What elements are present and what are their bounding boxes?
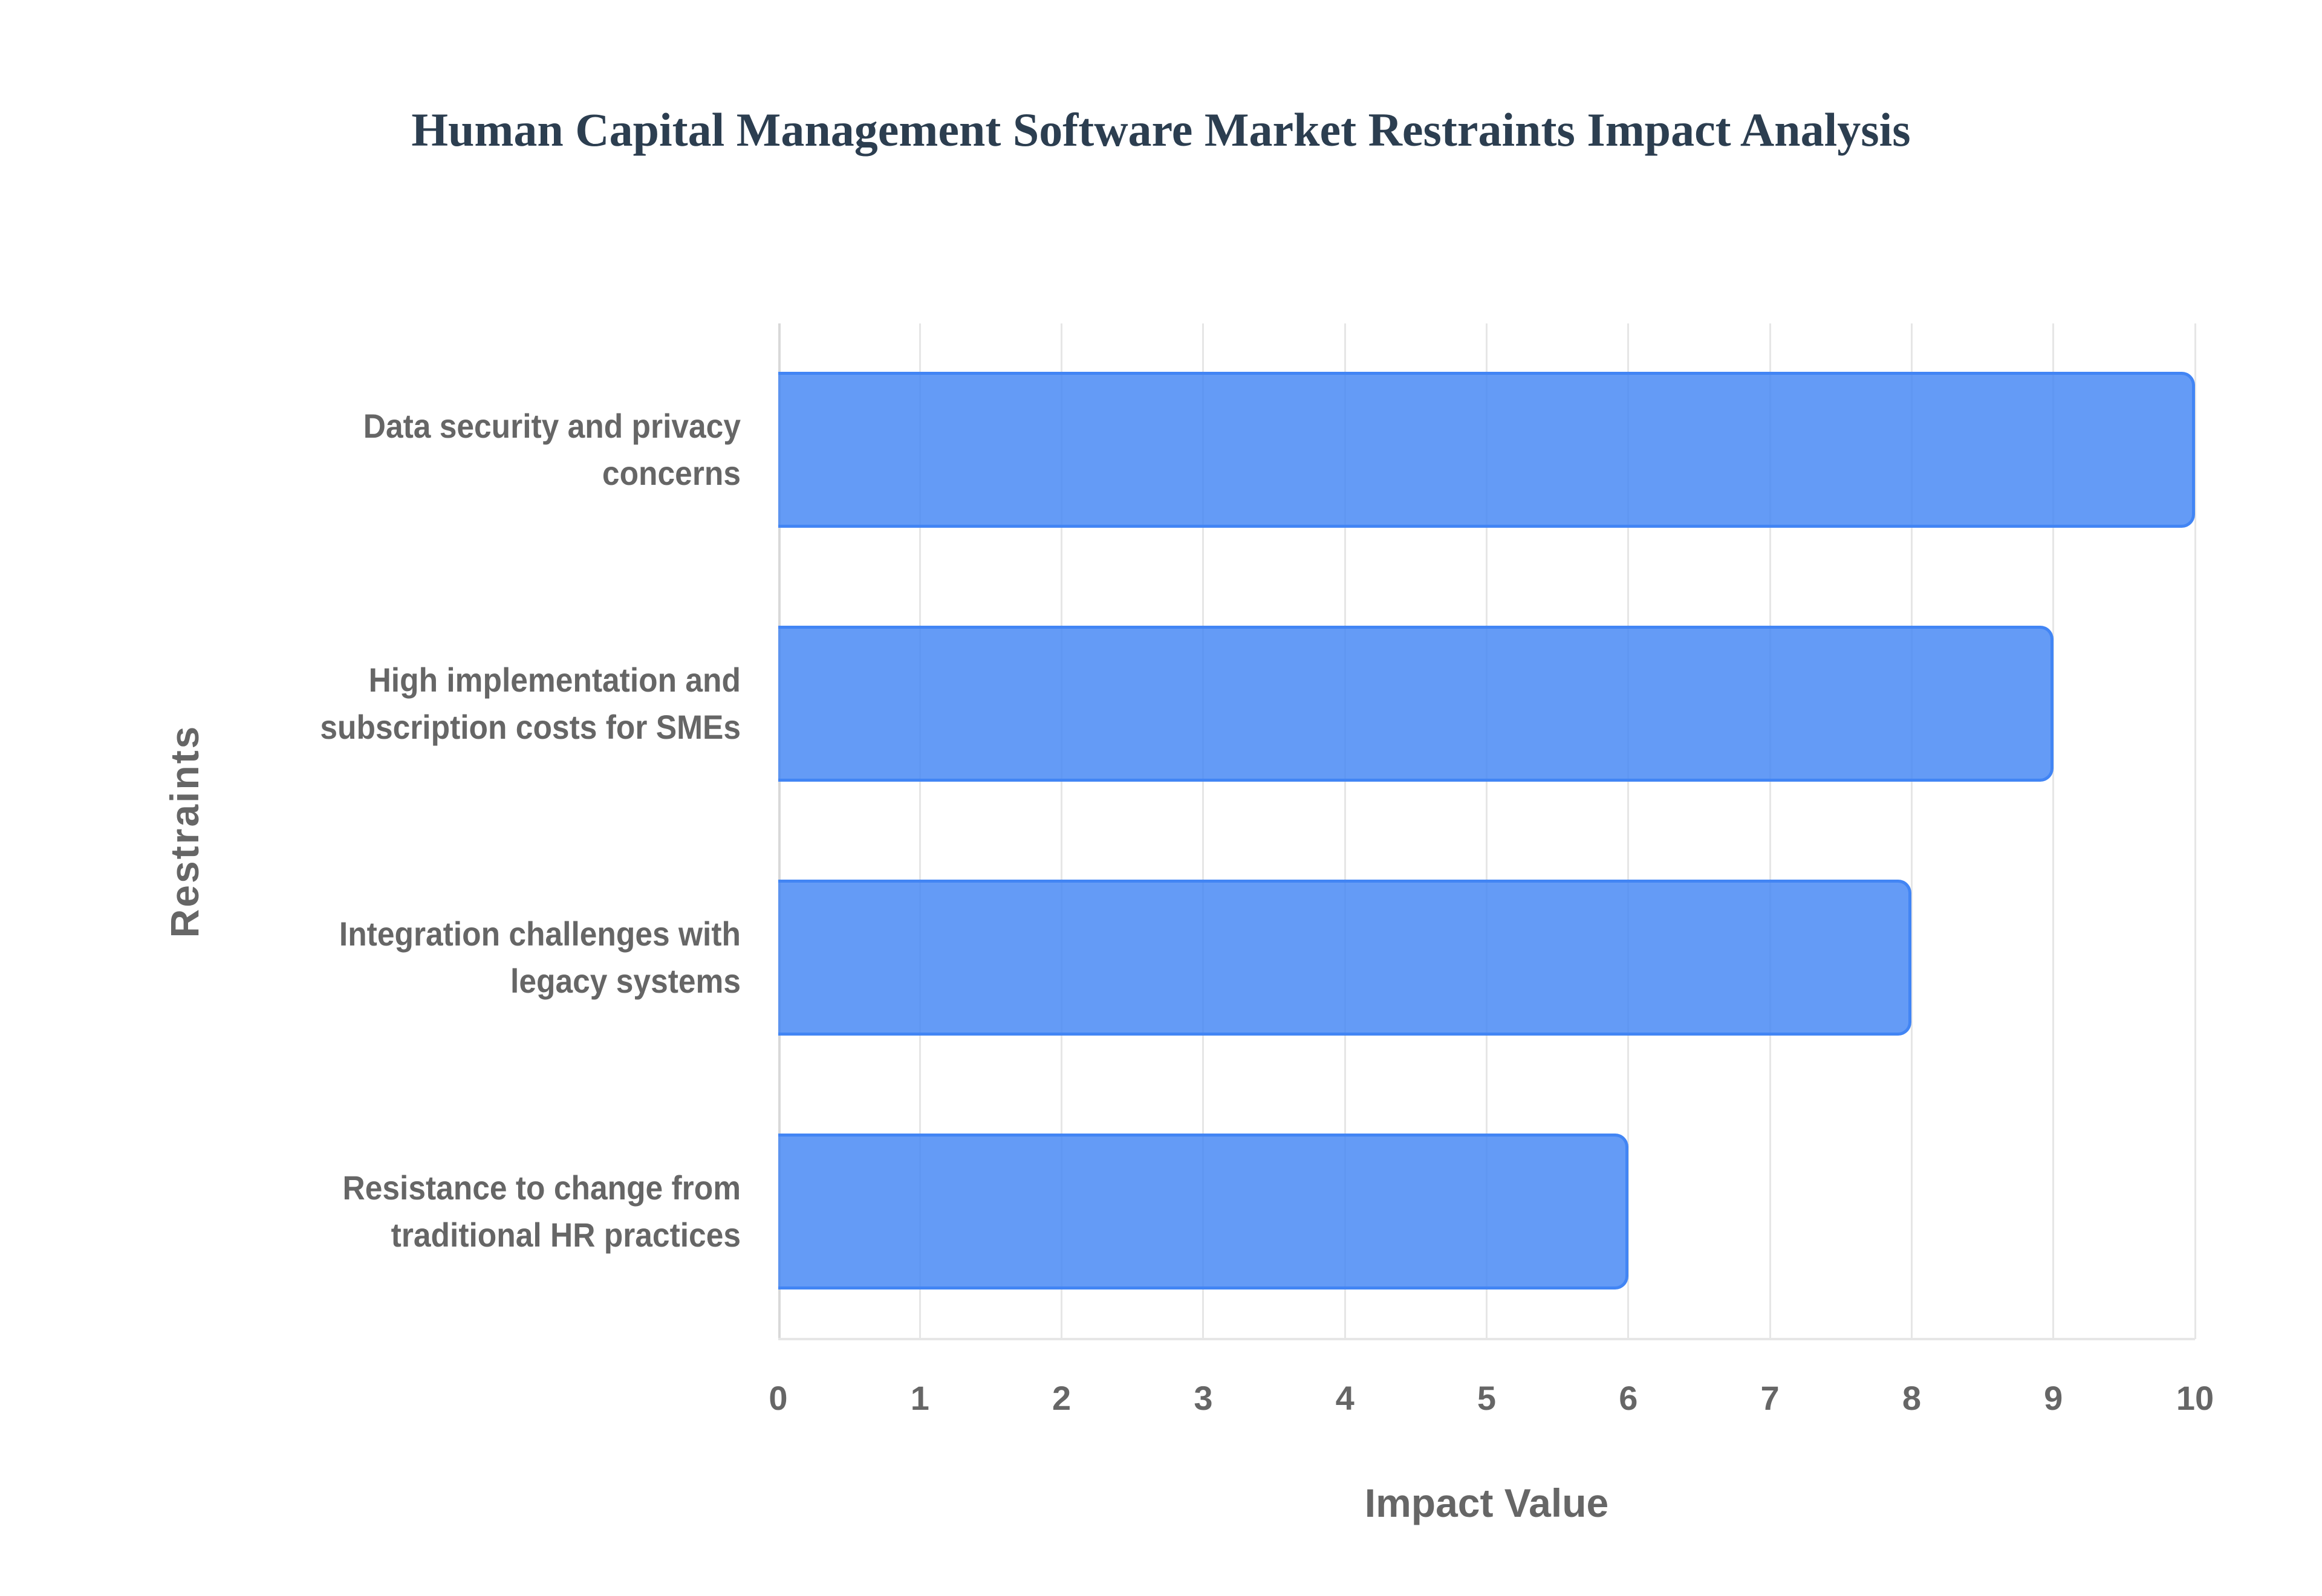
bar[interactable]: [778, 1134, 1628, 1289]
x-tick-label: 2: [1052, 1379, 1072, 1417]
gridline: [1769, 323, 1771, 1339]
y-tick-label-line: Integration challenges with: [339, 915, 741, 953]
x-tick-label: 5: [1477, 1379, 1497, 1417]
gridline: [1344, 323, 1346, 1339]
y-tick-label-line: subscription costs for SMEs: [320, 708, 741, 746]
chart-title: Human Capital Management Software Market…: [411, 103, 1911, 156]
bar[interactable]: [778, 880, 1912, 1036]
gridline: [2194, 323, 2196, 1339]
x-tick-label: 8: [1902, 1379, 1921, 1417]
x-axis-line: [778, 1338, 2195, 1340]
y-tick-label-line: traditional HR practices: [391, 1216, 741, 1254]
y-tick-label-line: legacy systems: [510, 962, 741, 1000]
bar[interactable]: [778, 626, 2054, 782]
y-tick-label-line: High implementation and: [368, 661, 741, 699]
x-tick-label: 3: [1194, 1379, 1213, 1417]
y-axis-line: [778, 323, 781, 1339]
x-tick-label: 9: [2044, 1379, 2063, 1417]
gridline: [1486, 323, 1488, 1339]
y-tick-label: High implementation and subscription cost…: [240, 657, 741, 751]
x-tick-label: 1: [910, 1379, 929, 1417]
y-tick-label: Data security and privacy concerns: [240, 403, 741, 497]
bar[interactable]: [778, 372, 2195, 528]
gridline: [1627, 323, 1630, 1339]
x-axis-title: Impact Value: [1364, 1481, 1609, 1525]
y-tick-label-line: concerns: [602, 454, 741, 492]
x-tick-label: 7: [1760, 1379, 1780, 1417]
y-axis-title: Restraints: [162, 724, 207, 938]
plot-area: [778, 323, 2196, 1340]
gridline: [1202, 323, 1205, 1339]
gridline: [2052, 323, 2055, 1339]
y-tick-label-line: Resistance to change from: [342, 1169, 741, 1207]
y-tick-label: Integration challenges with legacy system…: [240, 910, 741, 1005]
y-tick-label-line: Data security and privacy: [363, 407, 741, 445]
x-tick-label: 6: [1619, 1379, 1638, 1417]
gridline: [1910, 323, 1913, 1339]
x-tick-label: 10: [2176, 1379, 2214, 1417]
gridline: [919, 323, 921, 1339]
x-tick-label: 4: [1335, 1379, 1354, 1417]
gridline: [1061, 323, 1063, 1339]
y-tick-label: Resistance to change from traditional HR …: [240, 1164, 741, 1259]
x-tick-label: 0: [769, 1379, 788, 1417]
